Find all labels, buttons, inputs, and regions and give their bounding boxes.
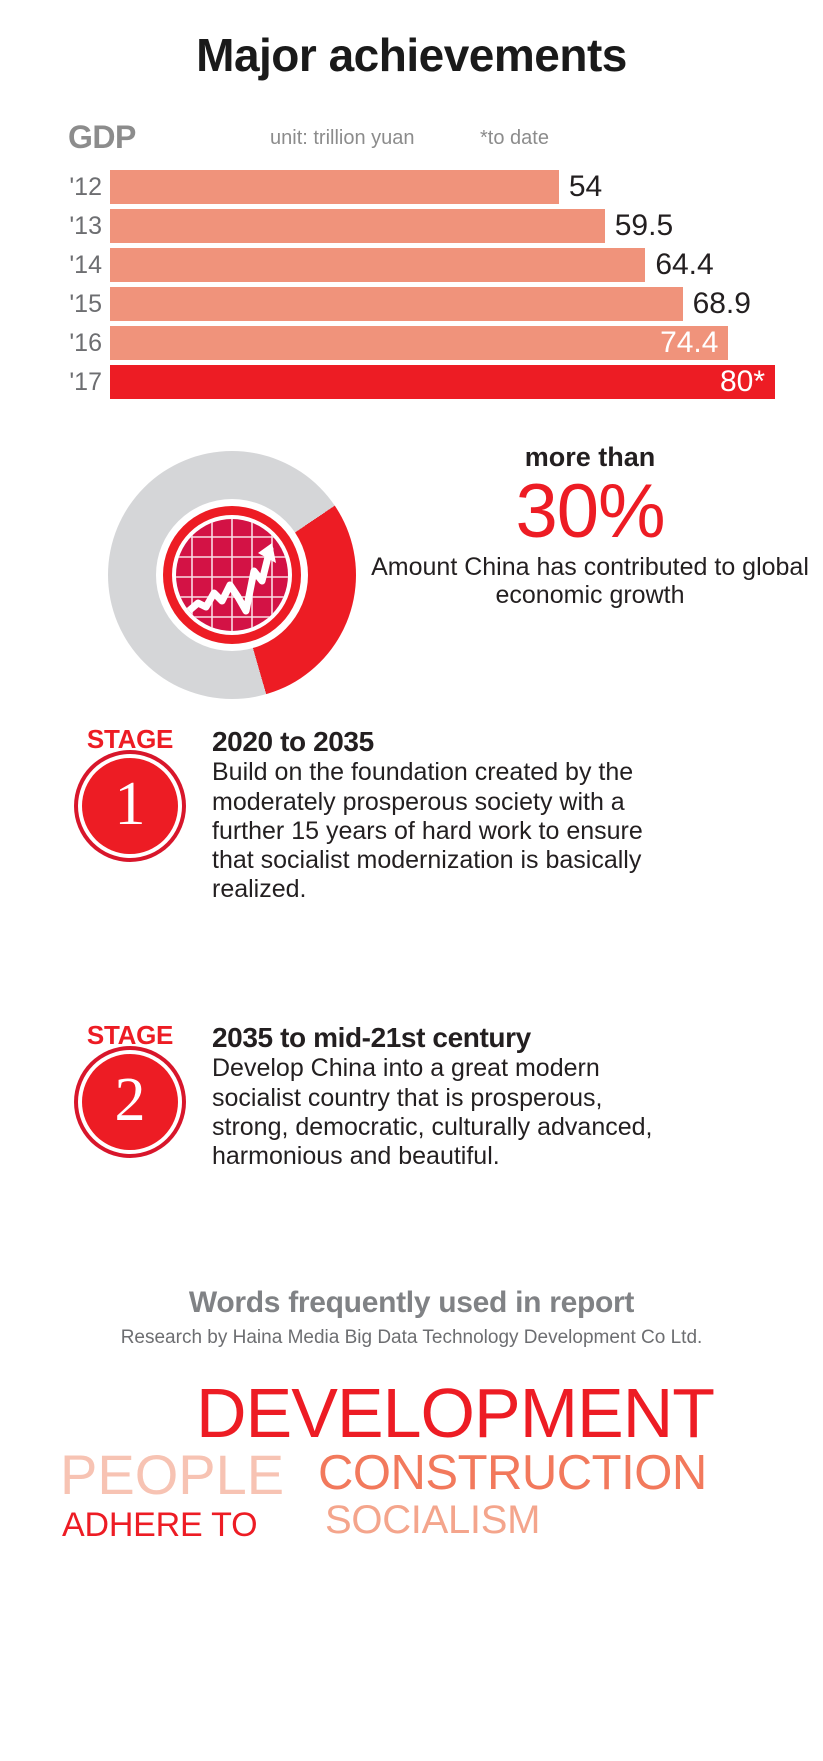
bar-fill [110, 326, 729, 360]
bar-fill [110, 365, 775, 399]
stage-2-marker: STAGE 2 [62, 1022, 198, 1150]
bar-track: 54 [110, 170, 775, 204]
stage-1: STAGE 1 2020 to 2035 Build on the founda… [0, 726, 823, 1016]
bar-value-label: 59.5 [614, 209, 674, 242]
bar-row: '14 64.4 [55, 248, 775, 282]
bar-value-label: 74.4 [660, 326, 719, 359]
bar-track: 68.9 [110, 287, 775, 321]
stage-1-marker: STAGE 1 [62, 726, 198, 854]
word-cloud-item-socialism: SOCIALISM [325, 1498, 541, 1542]
gdp-todate-note: *to date [480, 127, 549, 149]
word-cloud: DEVELOPMENT PEOPLE CONSTRUCTION SOCIALIS… [0, 1378, 823, 1578]
stage-2-number: 2 [114, 1066, 146, 1134]
bar-track: 64.4 [110, 248, 775, 282]
page-title: Major achievements [196, 29, 627, 81]
words-section-header: Words frequently used in report Research… [0, 1286, 823, 1349]
stage-2-word: STAGE [86, 1020, 174, 1050]
words-section-source: Research by Haina Media Big Data Technol… [120, 1327, 703, 1348]
bar-track: 80* [110, 365, 775, 399]
stage-2-description: Develop China into a great modern social… [212, 1054, 653, 1171]
stage-2-circle: 2 [82, 1054, 178, 1150]
word-cloud-item-people: PEOPLE [60, 1443, 285, 1506]
bar-row: '13 59.5 [55, 209, 775, 243]
bar-row: '15 68.9 [55, 287, 775, 321]
bar-year-label: '16 [69, 328, 102, 357]
bar-track: 59.5 [110, 209, 775, 243]
global-growth-block: more than 30% Amount China has contribut… [0, 442, 823, 708]
percentage-caption: Amount China has contributed to global e… [371, 553, 809, 610]
word-cloud-item-adhere-to: ADHERE TO [62, 1506, 258, 1544]
stage-1-word: STAGE [86, 724, 174, 754]
bar-year-label: '14 [69, 250, 102, 279]
contribution-pie-chart [108, 451, 356, 699]
more-than-label: more than [524, 442, 656, 472]
bar-value-label: 54 [568, 170, 603, 203]
bar-track: 74.4 [110, 326, 775, 360]
bar-value-label: 64.4 [655, 248, 714, 281]
percentage-value: 30% [515, 468, 665, 554]
stage-1-number: 1 [114, 770, 146, 838]
gdp-unit-label: unit: trillion yuan [270, 127, 415, 149]
stage-1-circle: 1 [82, 758, 178, 854]
stage-1-title: 2020 to 2035 [212, 726, 374, 757]
bar-fill [110, 209, 605, 243]
bar-year-label: '17 [69, 367, 102, 396]
word-cloud-item-construction: CONSTRUCTION [318, 1446, 707, 1500]
growth-chart-icon [176, 519, 288, 631]
gdp-header: GDP unit: trillion yuan *to date [68, 119, 768, 159]
words-section-title: Words frequently used in report [188, 1286, 635, 1319]
bar-value-label: 68.9 [692, 287, 751, 320]
stage-2-body: 2035 to mid-21st century Develop China i… [212, 1022, 672, 1171]
gdp-bar-chart: '12 54 '13 59.5 '14 64.4 '15 68.9 '16 74.4 '17 80* [55, 170, 775, 404]
bar-year-label: '13 [69, 211, 102, 240]
contribution-text: more than 30% Amount China has contribut… [360, 442, 820, 610]
bar-fill [110, 287, 683, 321]
bar-row: '17 80* [55, 365, 775, 399]
stage-1-body: 2020 to 2035 Build on the foundation cre… [212, 726, 672, 905]
bar-value-label: 80* [719, 365, 765, 398]
bar-year-label: '15 [69, 289, 102, 318]
bar-fill [110, 170, 559, 204]
word-cloud-item-development: DEVELOPMENT [196, 1374, 715, 1452]
bar-row: '16 74.4 [55, 326, 775, 360]
bar-year-label: '12 [69, 172, 102, 201]
stage-2-title: 2035 to mid-21st century [212, 1022, 531, 1053]
gdp-label: GDP [68, 119, 136, 155]
stage-1-description: Build on the foundation created by the m… [212, 758, 643, 904]
bar-row: '12 54 [55, 170, 775, 204]
bar-fill [110, 248, 646, 282]
stage-2: STAGE 2 2035 to mid-21st century Develop… [0, 1022, 823, 1282]
